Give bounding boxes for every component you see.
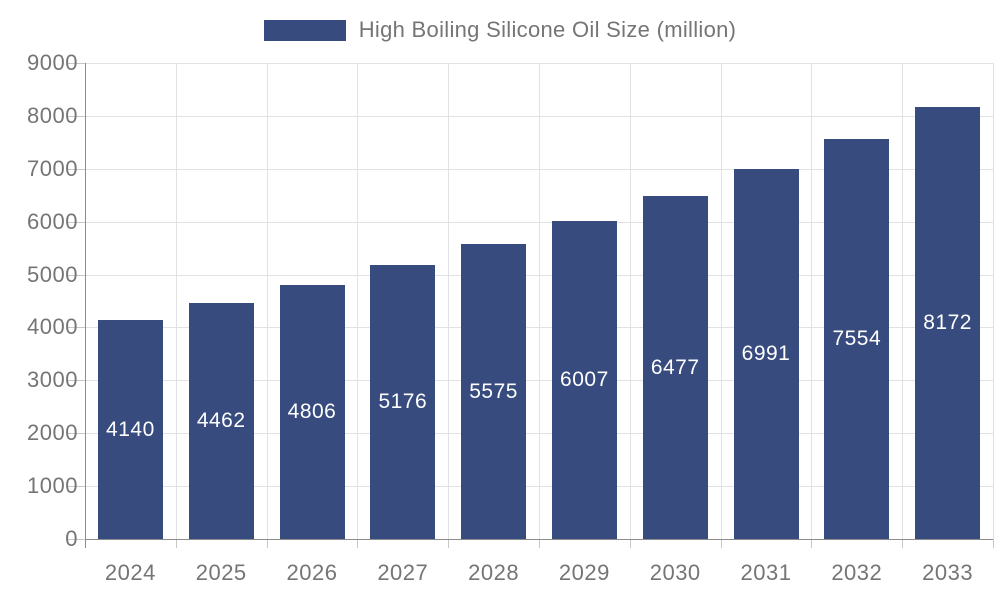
- v-gridline: [266, 63, 268, 539]
- y-tick: [67, 115, 85, 117]
- x-tick: [357, 539, 359, 548]
- y-tick-label: 8000: [27, 102, 78, 128]
- y-tick: [67, 327, 85, 329]
- x-tick: [629, 539, 631, 548]
- y-tick: [67, 168, 85, 170]
- v-gridline: [811, 63, 813, 539]
- y-tick: [67, 380, 85, 382]
- bar: [642, 196, 708, 539]
- bar-value-label: 6477: [650, 355, 700, 379]
- v-gridline: [629, 63, 631, 539]
- bar-value-label: 5575: [469, 379, 518, 403]
- y-tick: [67, 486, 85, 488]
- v-gridline: [539, 63, 540, 539]
- x-tick-label: 2031: [740, 560, 792, 585]
- v-gridline: [448, 63, 450, 539]
- y-tick-label: 7000: [27, 155, 78, 181]
- x-tick-label: 2025: [195, 560, 247, 585]
- legend[interactable]: High Boiling Silicone Oil Size (million): [0, 17, 1000, 43]
- x-tick-label: 2027: [377, 560, 429, 585]
- x-tick: [720, 539, 722, 548]
- y-tick-label: 5000: [27, 261, 78, 287]
- bar: [279, 284, 345, 539]
- bar-value-label: 4806: [287, 399, 337, 423]
- bar: [461, 244, 527, 539]
- y-tick-label: 0: [65, 526, 78, 551]
- bar-value-label: 7554: [832, 327, 882, 351]
- y-tick-label: 1000: [27, 473, 78, 499]
- x-tick: [539, 539, 540, 548]
- x-tick: [902, 539, 904, 548]
- bar: [733, 169, 799, 539]
- v-gridline: [175, 63, 177, 539]
- v-gridline: [902, 63, 904, 539]
- bar-value-label: 5176: [378, 390, 428, 414]
- x-tick: [266, 539, 268, 548]
- v-gridline: [993, 63, 994, 539]
- x-tick: [993, 539, 994, 548]
- bar-value-label: 6991: [741, 342, 791, 366]
- v-gridline: [357, 63, 359, 539]
- y-tick: [67, 539, 85, 540]
- x-axis-line: [85, 539, 993, 540]
- bar-value-label: 4462: [196, 409, 246, 432]
- x-tick-label: 2028: [468, 560, 520, 585]
- bar-value-label: 6007: [560, 368, 609, 392]
- bar: [370, 265, 436, 539]
- y-tick-label: 9000: [27, 50, 78, 75]
- y-tick: [67, 274, 85, 276]
- x-tick-label: 2030: [649, 560, 701, 585]
- y-tick: [67, 433, 85, 435]
- y-tick-label: 6000: [27, 208, 78, 234]
- y-axis-line: [85, 63, 86, 548]
- bar-value-label: 4140: [106, 417, 155, 441]
- x-tick-label: 2026: [286, 560, 338, 585]
- legend-label: High Boiling Silicone Oil Size (million): [358, 17, 737, 42]
- bar: [915, 106, 981, 539]
- x-tick-label: 2024: [104, 560, 156, 585]
- y-tick: [67, 63, 85, 64]
- bar: [824, 139, 890, 539]
- x-tick: [175, 539, 177, 548]
- y-tick-label: 2000: [27, 420, 78, 446]
- legend-swatch-icon: [263, 19, 346, 41]
- y-tick-label: 4000: [27, 314, 78, 340]
- bar-value-label: 8172: [923, 310, 972, 334]
- x-tick: [448, 539, 450, 548]
- x-tick-label: 2029: [558, 560, 610, 585]
- x-tick: [811, 539, 813, 548]
- x-tick-label: 2033: [922, 560, 974, 585]
- y-tick: [67, 221, 85, 223]
- bar: [551, 221, 617, 539]
- bar: [97, 320, 163, 539]
- v-gridline: [720, 63, 722, 539]
- bar: [188, 303, 254, 539]
- y-tick-label: 3000: [27, 367, 78, 393]
- x-tick-label: 2032: [831, 560, 883, 585]
